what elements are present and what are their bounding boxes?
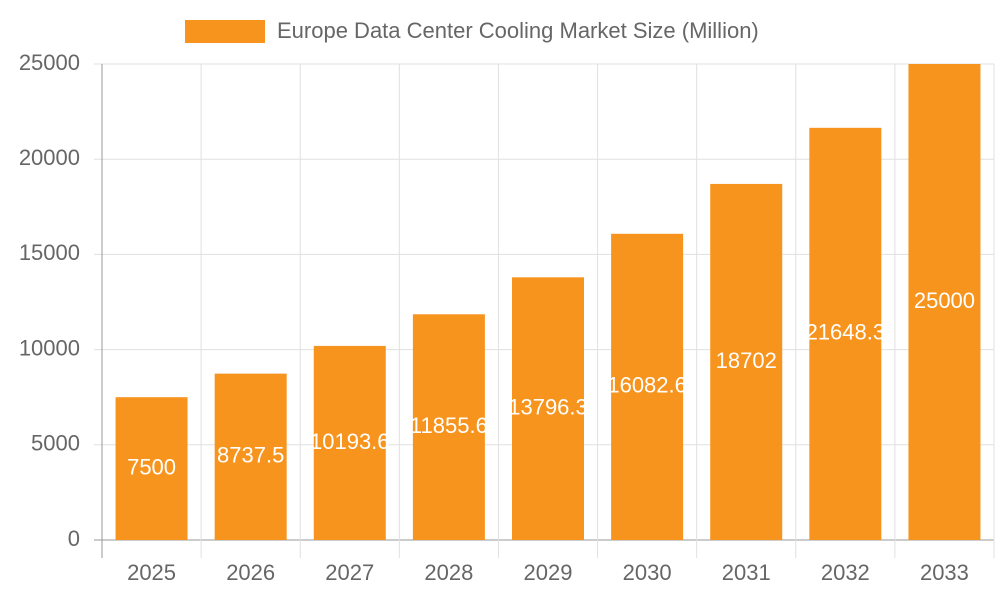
x-tick-label: 2028	[424, 560, 473, 585]
value-label: 13796.3	[508, 394, 588, 419]
y-tick-label: 25000	[19, 50, 80, 75]
x-tick-label: 2030	[623, 560, 672, 585]
bar	[908, 64, 981, 540]
bar	[710, 183, 783, 540]
bar	[512, 277, 584, 540]
x-tick-label: 2027	[325, 560, 374, 585]
bar	[313, 345, 386, 540]
y-tick-label: 10000	[19, 335, 80, 360]
bar	[412, 314, 485, 540]
value-label: 7500	[127, 454, 176, 479]
value-label: 8737.5	[217, 443, 284, 468]
value-label: 25000	[914, 288, 975, 313]
x-tick-label: 2032	[821, 560, 870, 585]
value-label: 18702	[716, 348, 777, 373]
value-label: 16082.6	[607, 373, 687, 398]
bar	[611, 233, 684, 540]
x-tick-label: 2033	[920, 560, 969, 585]
x-tick-label: 2029	[524, 560, 573, 585]
bar	[214, 373, 287, 540]
y-tick-label: 0	[68, 526, 80, 551]
x-tick-label: 2026	[226, 560, 275, 585]
value-label: 21648.3	[806, 320, 886, 345]
value-label: 10193.6	[310, 429, 390, 454]
y-tick-label: 15000	[19, 240, 80, 265]
bar	[809, 127, 882, 540]
value-label: 11855.6	[410, 413, 488, 438]
legend-label: Europe Data Center Cooling Market Size (…	[277, 18, 759, 43]
x-tick-label: 2025	[127, 560, 176, 585]
y-tick-label: 20000	[19, 145, 80, 170]
y-tick-label: 5000	[31, 431, 80, 456]
x-tick-label: 2031	[722, 560, 771, 585]
bar	[115, 397, 188, 540]
legend-swatch	[185, 20, 265, 43]
